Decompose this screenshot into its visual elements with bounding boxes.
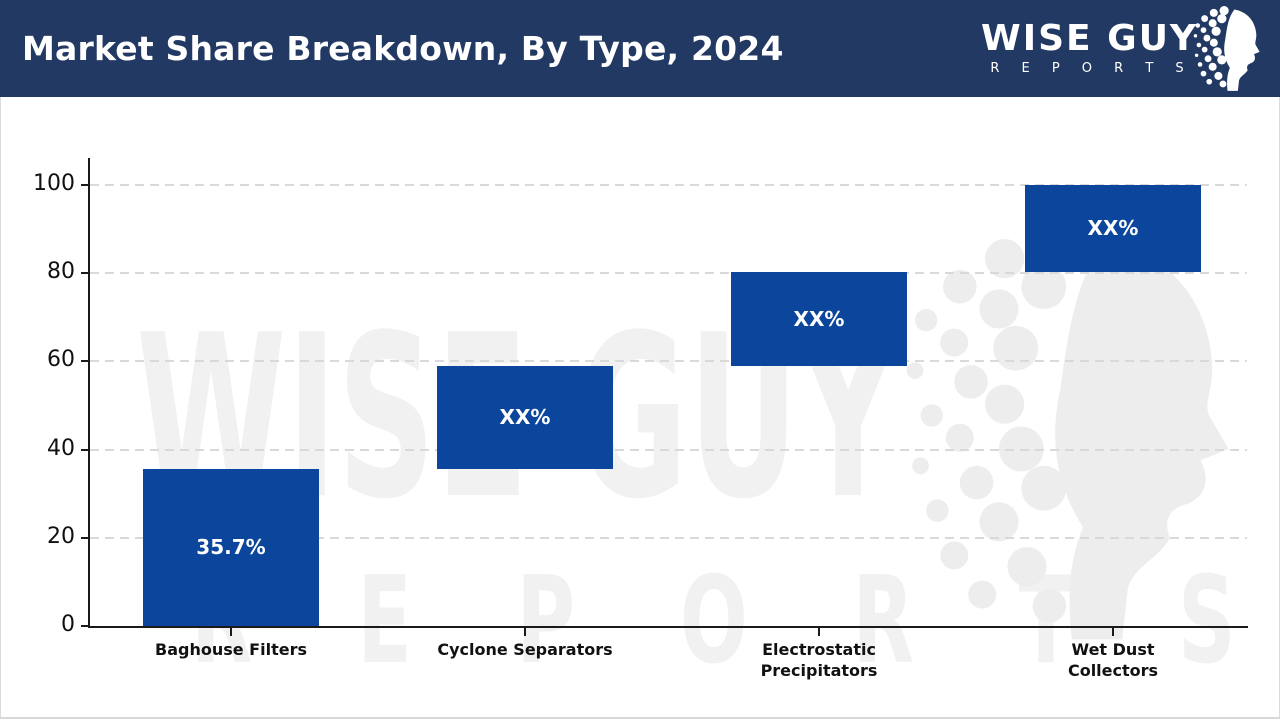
- bar: XX%: [437, 365, 613, 469]
- bar-value-label: XX%: [1087, 216, 1139, 241]
- bar-value-label: XX%: [793, 306, 845, 331]
- x-tick-mark: [230, 628, 232, 636]
- chart-title: Market Share Breakdown, By Type, 2024: [22, 29, 784, 68]
- x-category-label: Wet Dust Collectors: [966, 640, 1260, 682]
- gridline: [90, 360, 1247, 363]
- logo-text-block: WISE GUY R E P O R T S: [980, 18, 1198, 77]
- y-tick-label: 100: [33, 171, 75, 196]
- x-category-label: Cyclone Separators: [378, 640, 672, 661]
- x-category-label-line: Collectors: [1067, 660, 1159, 680]
- x-category-label-line: Precipitators: [760, 660, 878, 680]
- y-tick-label: 40: [47, 435, 75, 461]
- y-tick-mark: [81, 536, 89, 539]
- y-tick-mark: [81, 272, 89, 275]
- x-category-label-line: Electrostatic: [762, 640, 876, 659]
- gridline: [90, 448, 1247, 451]
- y-tick-mark: [81, 448, 89, 451]
- x-category-label-line: Baghouse Filters: [155, 640, 307, 659]
- x-tick-mark: [1112, 628, 1114, 636]
- y-tick-label: 80: [47, 259, 75, 285]
- watermark-face-icon: [906, 225, 1229, 640]
- y-axis-line: [88, 158, 90, 628]
- x-category-label-line: Wet Dust: [1071, 640, 1155, 659]
- header-bar: Market Share Breakdown, By Type, 2024 WI…: [0, 0, 1280, 97]
- logo-brand-text: WISE GUY: [980, 18, 1198, 59]
- logo-sub-text: R E P O R T S: [990, 61, 1193, 76]
- bar-value-label: XX%: [499, 405, 551, 430]
- gridline: [90, 184, 1247, 186]
- bar-value-label: 35.7%: [196, 535, 266, 560]
- x-axis-line: [88, 626, 1248, 628]
- y-tick-mark: [81, 625, 89, 627]
- y-tick-label: 0: [61, 612, 75, 637]
- x-tick-mark: [818, 628, 820, 636]
- y-tick-label: 60: [47, 347, 75, 373]
- gridline: [90, 536, 1247, 539]
- y-tick-label: 20: [47, 523, 75, 549]
- logo-face-icon: [1193, 5, 1260, 91]
- bar: XX%: [731, 271, 907, 366]
- chart-area: WISE GUY R E P O R T S 0 20 40 60 80 100 35.7%…: [0, 97, 1280, 719]
- bar: XX%: [1025, 185, 1201, 272]
- x-category-label: Baghouse Filters: [84, 640, 378, 661]
- x-category-label-line: Cyclone Separators: [437, 640, 613, 659]
- brand-logo: WISE GUY R E P O R T S: [980, 5, 1280, 92]
- x-category-label: Electrostatic Precipitators: [672, 640, 966, 682]
- bar: 35.7%: [143, 468, 319, 626]
- y-tick-mark: [81, 184, 89, 186]
- watermark-reports-text: R E P O R T S: [191, 550, 1274, 691]
- gridline: [90, 272, 1247, 275]
- y-tick-mark: [81, 360, 89, 363]
- x-tick-mark: [524, 628, 526, 636]
